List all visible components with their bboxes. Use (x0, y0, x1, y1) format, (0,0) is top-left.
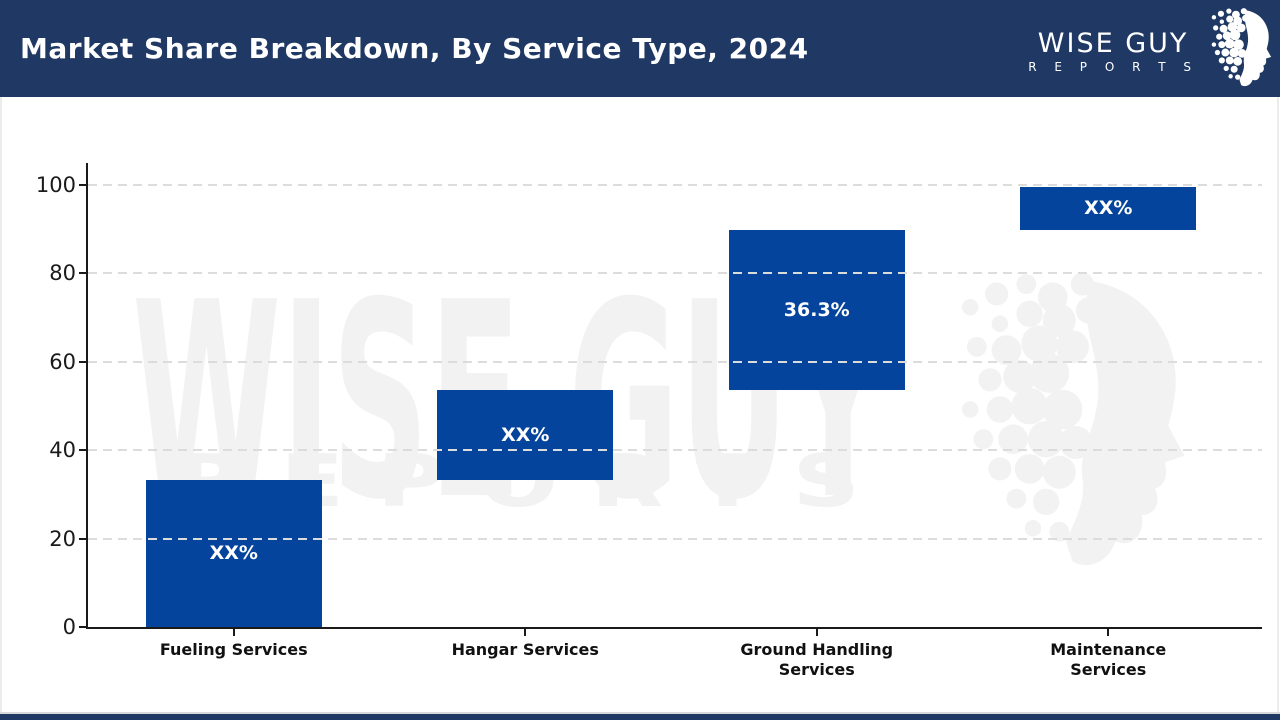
logo-text: WISE GUY R E P O R T S (1028, 28, 1198, 74)
x-category-label-hangar-services: Hangar Services (451, 640, 599, 659)
gridline-20 (88, 537, 1262, 540)
bar-ground-handling-services (728, 229, 905, 391)
bar-maintenance-services (1020, 186, 1197, 230)
logo-face-icon (1211, 8, 1272, 87)
y-tick-label-60: 60 (49, 349, 76, 374)
x-tick-maintenance-services (1107, 629, 1110, 636)
x-axis-line (86, 627, 1262, 629)
y-tick-0 (79, 626, 87, 628)
x-tick-ground-handling-services (815, 629, 818, 636)
gridline-60 (88, 360, 1262, 363)
footer-bar (0, 714, 1280, 720)
bar-value-label-ground-handling-services: 36.3% (783, 298, 850, 321)
y-tick-label-80: 80 (49, 261, 76, 286)
y-tick-40 (79, 449, 87, 452)
x-category-label-fueling-services: Fueling Services (159, 640, 308, 659)
frame-border-right (1277, 97, 1279, 712)
y-tick-100 (79, 184, 87, 186)
x-tick-fueling-services (232, 629, 235, 636)
y-tick-label-0: 0 (62, 615, 76, 639)
gridline-40 (88, 449, 1262, 452)
logo-wise-guy-label: WISE GUY (1037, 28, 1189, 59)
bar-value-label-maintenance-services: XX% (1084, 197, 1133, 220)
gridline-100 (88, 184, 1262, 186)
page-title: Market Share Breakdown, By Service Type,… (20, 32, 809, 65)
y-tick-label-40: 40 (49, 438, 76, 463)
x-tick-hangar-services (524, 629, 527, 636)
y-tick-20 (79, 537, 87, 540)
bar-hangar-services (437, 390, 614, 480)
logo-reports-label: R E P O R T S (1028, 60, 1198, 74)
bar-value-label-fueling-services: XX% (209, 542, 258, 565)
y-tick-label-100: 100 (35, 173, 76, 197)
gridline-80 (88, 272, 1262, 275)
header-bar: Market Share Breakdown, By Service Type,… (0, 0, 1280, 97)
footer-divider (0, 712, 1280, 714)
x-category-label-maintenance-services: Maintenance Services (1050, 640, 1167, 679)
y-tick-80 (79, 272, 87, 275)
bar-fueling-services (145, 479, 322, 627)
y-tick-label-20: 20 (49, 526, 76, 551)
y-axis-line (86, 163, 88, 629)
bar-value-label-hangar-services: XX% (501, 423, 550, 446)
frame-border-left (0, 97, 2, 712)
wise-guy-logo: WISE GUY R E P O R T S (1028, 4, 1274, 94)
x-category-label-ground-handling-services: Ground Handling Services (740, 640, 894, 679)
y-tick-60 (79, 360, 87, 363)
